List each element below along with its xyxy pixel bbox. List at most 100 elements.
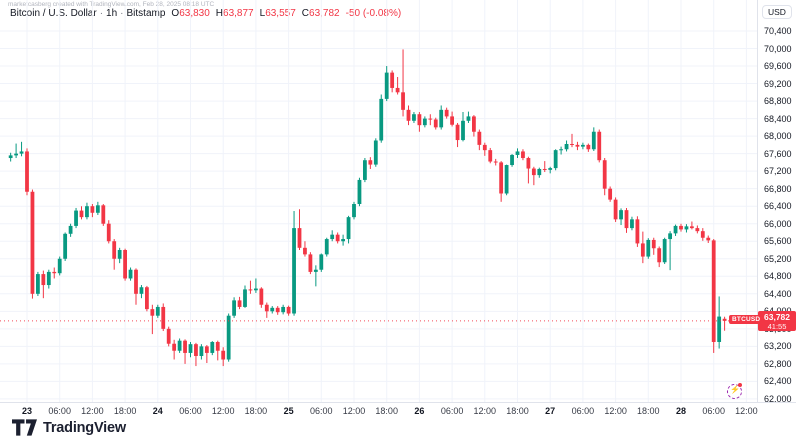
candle [646, 239, 651, 257]
candle [395, 87, 400, 93]
candle [85, 206, 89, 218]
candle [352, 204, 356, 218]
candle [472, 116, 476, 132]
symbol-title: Bitcoin / U.S. Dollar [10, 8, 97, 19]
candle [286, 306, 291, 314]
tradingview-mark-icon [12, 419, 37, 436]
time-tick-label: 06:00 [48, 406, 71, 416]
candle [510, 154, 514, 166]
price-tick-label: 68,800 [764, 96, 792, 107]
candle [226, 315, 231, 360]
candle [357, 179, 362, 205]
candle [412, 114, 416, 121]
price-tick-label: 70,400 [764, 26, 792, 36]
time-tick-label: 12:00 [604, 406, 627, 416]
price-tick-label: 67,600 [764, 148, 792, 159]
candle [373, 140, 378, 165]
candle [521, 151, 525, 159]
time-tick-label: 18:00 [244, 406, 268, 416]
price-tick-label: 62,400 [764, 376, 792, 387]
candle [679, 225, 683, 230]
candle [657, 248, 662, 263]
candle [363, 160, 367, 180]
time-tick-label: 12:00 [473, 406, 497, 416]
price-tick-label: 68,000 [764, 131, 792, 142]
legend-separator: · [120, 8, 124, 19]
candle [624, 210, 629, 229]
price-axis[interactable]: USD 70,400 70,000 69,600 69,200 68,800 68,400… [757, 0, 796, 404]
time-tick-day-label: 26 [414, 406, 425, 416]
candle [450, 116, 454, 125]
price-tick-label: 66,800 [764, 183, 792, 194]
time-axis[interactable]: 23 06:00 12:00 18:00 24 06:00 12:00 18:00 25 06:0… [0, 402, 796, 419]
candle [488, 150, 493, 162]
high-label: H [215, 8, 224, 19]
candle [439, 109, 444, 128]
candle [597, 131, 602, 161]
candle [537, 168, 542, 176]
candle [264, 304, 269, 312]
candle [591, 131, 596, 150]
time-tick-label: 18:00 [113, 406, 137, 416]
candle [504, 165, 509, 194]
candle [254, 288, 258, 291]
candle [581, 144, 585, 147]
candle [673, 225, 678, 234]
economic-event-icon[interactable]: ⚡ [724, 381, 745, 402]
tradingview-logo[interactable]: TradingView [12, 419, 126, 436]
candle [194, 344, 198, 356]
candle [684, 226, 689, 230]
time-tick-day-label: 27 [545, 406, 556, 416]
candle [651, 239, 656, 249]
candle [586, 144, 591, 150]
close-label: C [301, 8, 310, 19]
candle [63, 233, 68, 259]
candle [466, 116, 471, 121]
candle [270, 307, 275, 312]
candle [379, 98, 384, 141]
time-tick-day-label: 28 [675, 406, 687, 416]
candle [335, 234, 340, 242]
time-tick-label: 12:00 [342, 406, 366, 416]
candle [619, 210, 623, 220]
candle [330, 234, 335, 240]
candle [36, 274, 40, 294]
candle [341, 239, 345, 242]
grid-lines [0, 0, 757, 402]
price-tick-label: 65,200 [764, 253, 792, 264]
candle [232, 300, 236, 316]
candle [602, 160, 607, 189]
close-value: 63,782 [309, 8, 340, 19]
time-tick-label: 06:00 [440, 406, 464, 416]
candle [422, 118, 427, 126]
price-tick-label: 68,400 [764, 113, 792, 124]
candle [155, 306, 160, 316]
candlestick-chart-area[interactable] [0, 0, 757, 402]
price-tick-label: 66,400 [764, 201, 792, 212]
price-tick-label: 69,200 [764, 78, 792, 89]
currency-chip[interactable]: USD [762, 5, 792, 19]
candle [128, 269, 133, 279]
time-tick-label: 18:00 [375, 406, 398, 416]
candle [25, 151, 29, 192]
candlestick-svg[interactable] [0, 0, 757, 402]
candle [477, 131, 482, 145]
last-price-value: 63,782 [764, 311, 790, 322]
candle [706, 237, 711, 241]
price-tick-label: 70,000 [764, 43, 792, 54]
legend-separator: · [99, 8, 104, 19]
candle [161, 306, 166, 329]
low-value: 63,557 [265, 8, 296, 19]
candle [608, 188, 613, 200]
candle [248, 289, 253, 291]
candle [188, 344, 193, 353]
candle [662, 239, 667, 263]
candle [79, 210, 84, 218]
candle [74, 210, 78, 226]
symbol-legend[interactable]: Bitcoin / U.S. Dollar · 1h · Bitstamp O63,830… [10, 8, 401, 19]
candle [717, 316, 722, 342]
time-tick-day-label: 24 [152, 406, 163, 416]
candle [417, 114, 422, 126]
candle [493, 161, 498, 163]
